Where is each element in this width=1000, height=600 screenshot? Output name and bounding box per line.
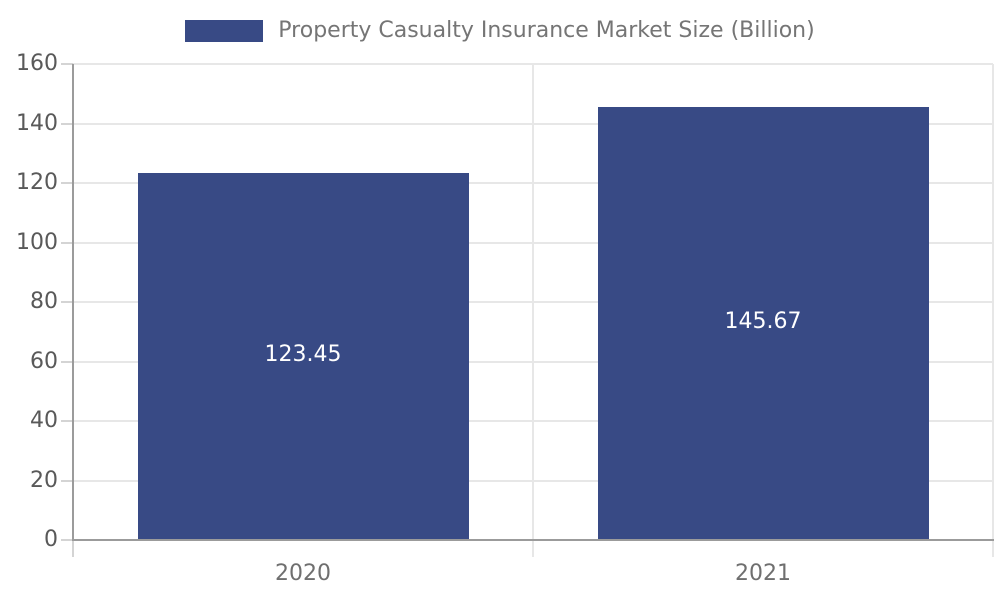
x-axis-label: 2020 [275,561,331,586]
y-axis-label: 0 [44,527,58,552]
y-axis-label: 40 [30,408,58,433]
y-tick [61,182,73,184]
legend-label: Property Casualty Insurance Market Size … [278,18,815,43]
y-tick [61,480,73,482]
y-axis-label: 160 [16,51,58,76]
y-tick [61,361,73,363]
bar [138,173,469,540]
bar-value-label: 145.67 [724,309,802,334]
y-axis-label: 140 [16,111,58,136]
legend: Property Casualty Insurance Market Size … [0,19,1000,43]
y-axis-label: 80 [30,289,58,314]
y-tick [61,301,73,303]
y-axis-label: 20 [30,468,58,493]
legend-swatch [185,20,264,42]
y-tick [61,123,73,125]
y-tick [61,242,73,244]
v-gridline [532,64,534,557]
x-axis-label: 2021 [735,561,791,586]
y-axis-label: 60 [30,349,58,374]
x-axis-line [72,539,994,541]
x-tick [72,540,74,557]
y-axis-line [72,64,74,540]
bar [598,107,929,540]
y-tick [61,63,73,65]
v-gridline [992,64,994,557]
y-axis-label: 100 [16,230,58,255]
y-axis-label: 120 [16,170,58,195]
y-tick [61,420,73,422]
bar-value-label: 123.45 [264,342,342,367]
y-tick [61,539,73,541]
